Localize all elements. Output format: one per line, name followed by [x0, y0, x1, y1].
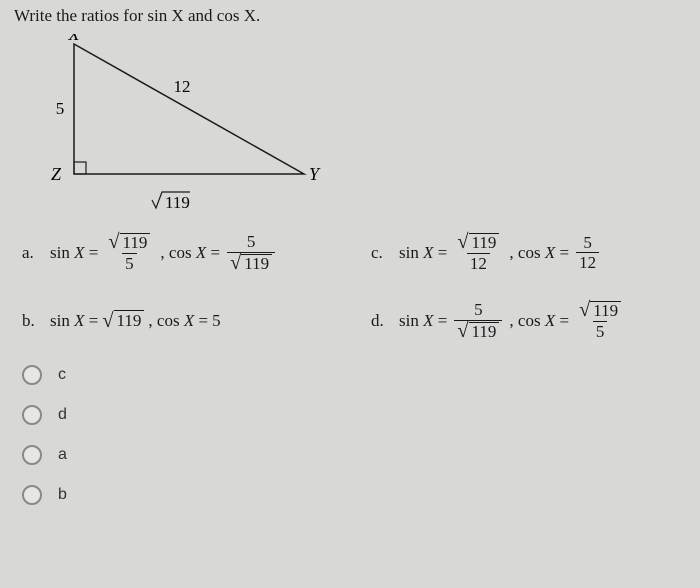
radio-label: c	[58, 366, 66, 384]
vertex-z: Z	[51, 164, 62, 184]
radio-option-c[interactable]: c	[22, 365, 690, 385]
radio-icon	[22, 405, 42, 425]
radio-option-a[interactable]: a	[22, 445, 690, 465]
side-hyp: 12	[174, 77, 191, 96]
triangle-diagram: X Z Y 5 12 119	[44, 34, 690, 219]
radio-icon	[22, 445, 42, 465]
radio-label: a	[58, 446, 67, 464]
vertex-y: Y	[309, 164, 321, 184]
answer-choices: a. sin X = √119 5 , cos X = 5 √119 c. si…	[22, 233, 680, 341]
choice-b: b. sin X = √119 , cos X = 5	[22, 301, 331, 341]
svg-text:119: 119	[165, 193, 190, 212]
vertex-x: X	[68, 34, 81, 44]
choice-b-label: b.	[22, 311, 50, 331]
side-left: 5	[56, 99, 65, 118]
question-text: Write the ratios for sin X and cos X.	[14, 6, 690, 26]
choice-d: d. sin X = 5 √119 , cos X = √119 5	[371, 301, 680, 341]
radio-option-d[interactable]: d	[22, 405, 690, 425]
choice-a: a. sin X = √119 5 , cos X = 5 √119	[22, 233, 331, 273]
radio-icon	[22, 365, 42, 385]
choice-c-label: c.	[371, 243, 399, 263]
radio-label: b	[58, 486, 67, 504]
radio-options: c d a b	[22, 365, 690, 505]
radio-label: d	[58, 406, 67, 424]
radio-icon	[22, 485, 42, 505]
choice-a-label: a.	[22, 243, 50, 263]
choice-c: c. sin X = √119 12 , cos X = 5 12	[371, 233, 680, 273]
radio-option-b[interactable]: b	[22, 485, 690, 505]
choice-d-label: d.	[371, 311, 399, 331]
side-bottom: 119	[152, 192, 190, 212]
